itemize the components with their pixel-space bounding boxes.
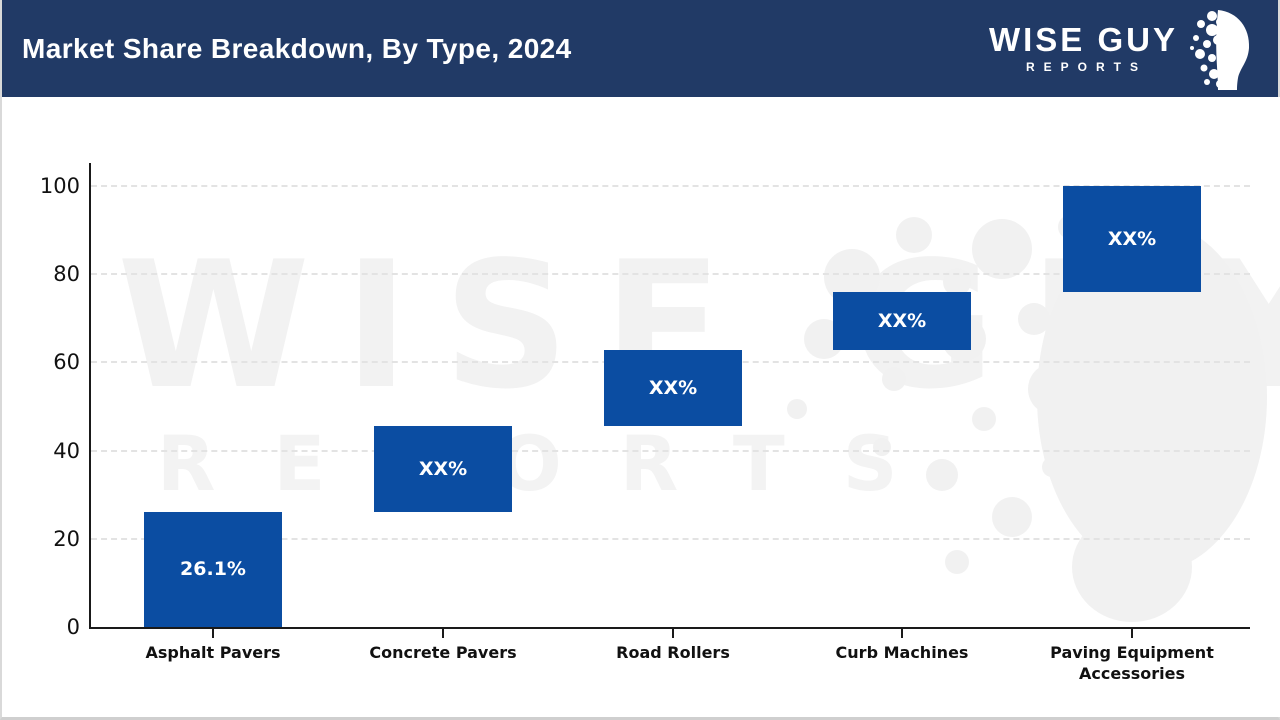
- x-category-label: Paving Equipment Accessories: [1050, 643, 1214, 683]
- bar-value-label: XX%: [418, 458, 468, 481]
- gridline: [91, 537, 1250, 540]
- logo-wordmark: WISE GUY: [988, 21, 1178, 58]
- x-tick-mark: [672, 629, 674, 638]
- dotted-head-icon: [1190, 9, 1250, 90]
- gridline: [91, 185, 1250, 187]
- y-axis-line: [89, 163, 91, 629]
- y-tick-label: 100: [39, 174, 80, 198]
- y-tick-label: 80: [53, 262, 80, 287]
- x-axis-line: [89, 627, 1250, 629]
- x-category-label: Concrete Pavers: [369, 643, 517, 662]
- logo-text: WISE GUY REPORTS: [989, 23, 1178, 74]
- x-category-label: Curb Machines: [835, 643, 969, 662]
- logo-subtitle: REPORTS: [1025, 60, 1147, 74]
- x-tick-mark: [442, 629, 444, 638]
- bar-segment: XX%: [374, 426, 512, 512]
- bar-value-label: XX%: [877, 310, 927, 333]
- x-tick-mark: [901, 629, 903, 638]
- bar-segment: 26.1%: [144, 511, 282, 627]
- x-category-label: Road Rollers: [616, 643, 730, 662]
- wise-guy-reports-logo: WISE GUY REPORTS: [989, 8, 1252, 90]
- x-tick-mark: [212, 629, 214, 638]
- gridline: [91, 449, 1250, 452]
- bar-segment: XX%: [833, 291, 971, 351]
- header-banner: Market Share Breakdown, By Type, 2024 WI…: [2, 0, 1278, 97]
- bar-value-label: XX%: [1107, 227, 1157, 250]
- y-tick-label: 0: [66, 615, 80, 639]
- page-title: Market Share Breakdown, By Type, 2024: [22, 32, 572, 64]
- bar-value-label: XX%: [648, 377, 698, 400]
- watermark-dotted-head: [787, 215, 1267, 622]
- watermark-subtitle: REPORTS: [157, 419, 956, 508]
- gridline: [91, 273, 1250, 276]
- bar-segment: XX%: [604, 350, 742, 427]
- x-category-label: Asphalt Pavers: [145, 643, 281, 662]
- y-tick-label: 60: [53, 350, 80, 375]
- waterfall-chart: WISE GUY REPORTS 0 20 40 60 80 100 26.1% XX% XX…: [2, 97, 1280, 717]
- bar-value-label: 26.1%: [180, 558, 246, 581]
- bar-segment: XX%: [1063, 186, 1201, 292]
- y-tick-label: 20: [53, 526, 80, 551]
- y-tick-label: 40: [53, 438, 80, 463]
- x-tick-mark: [1131, 629, 1133, 638]
